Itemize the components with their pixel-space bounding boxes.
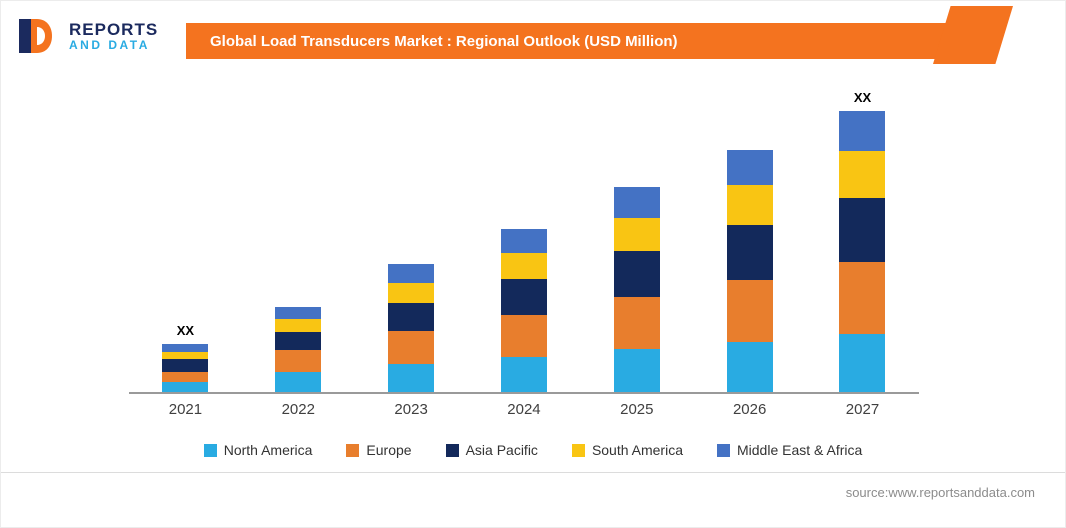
legend-label-south-america: South America [591,442,683,458]
bar-segment-north-america-2022 [275,372,322,392]
legend-swatch-north-america [203,443,217,457]
bar-value-label-2021: XX [176,323,195,338]
bar-segment-north-america-2021 [162,382,209,392]
bar-segment-europe-2025 [613,297,660,349]
legend-label-asia-pacific: Asia Pacific [465,442,538,458]
bar-segment-middle-east-africa-2025 [613,187,660,218]
x-tick-label-2025: 2025 [620,401,654,418]
x-tick-label-2023: 2023 [394,401,428,418]
legend-item-asia-pacific: Asia Pacific [445,442,538,458]
legend-label-middle-east-africa: Middle East & Africa [737,442,863,458]
bar-2024 [500,229,547,392]
source-text: source:www.reportsanddata.com [845,485,1035,500]
legend-swatch-asia-pacific [445,443,459,457]
bar-2026 [726,150,773,392]
bar-segment-asia-pacific-2027 [839,198,886,262]
reports-and-data-logo-icon [19,19,52,53]
logo-line1: REPORTS [69,19,159,39]
legend-label-north-america: North America [223,442,313,458]
bar-segment-middle-east-africa-2026 [726,150,773,185]
bar-segment-europe-2021 [162,372,209,382]
bar-segment-europe-2022 [275,350,322,372]
legend-swatch-south-america [571,443,585,457]
plot-area: XX XX [129,79,919,394]
bar-segment-north-america-2025 [613,349,660,392]
legend-item-europe: Europe [346,442,412,458]
x-tick-label-2022: 2022 [281,401,315,418]
bar-segment-asia-pacific-2026 [726,225,773,280]
legend-swatch-europe [346,443,360,457]
legend-item-middle-east-africa: Middle East & Africa [717,442,862,458]
bar-segment-south-america-2024 [500,253,547,279]
bar-segment-middle-east-africa-2022 [275,307,322,319]
bar-2023 [388,264,435,392]
legend-swatch-middle-east-africa [717,443,730,457]
bar-segment-europe-2027 [839,262,886,334]
bar-segment-asia-pacific-2023 [388,303,435,331]
bar-segment-north-america-2026 [726,342,773,392]
x-tick-label-2026: 2026 [732,401,767,418]
bar-2025 [613,187,660,392]
logo: REPORTS AND DATA [17,17,158,55]
bar-segment-middle-east-africa-2021 [162,344,209,352]
bar-segment-middle-east-africa-2023 [388,264,435,283]
legend-item-south-america: South America [571,442,683,458]
title-banner: Global Load Transducers Market : Regiona… [186,23,951,59]
bar-2027: XX [839,90,886,392]
legend-label-europe: Europe [366,442,412,458]
x-tick-label-2024: 2024 [507,401,541,418]
bar-segment-north-america-2027 [839,334,886,392]
bar-segment-asia-pacific-2021 [162,359,209,372]
bar-segment-south-america-2022 [275,319,322,332]
legend-item-north-america: North America [203,442,313,458]
bar-segment-south-america-2027 [839,151,886,198]
x-tick-label-2027: 2027 [845,401,880,418]
chart-title: Global Load Transducers Market : Regiona… [210,32,678,50]
bar-segment-south-america-2021 [162,352,209,359]
bar-segment-europe-2026 [726,280,773,342]
footer-divider [1,472,1065,473]
bar-segment-europe-2024 [500,315,547,357]
bar-2021: XX [162,323,209,392]
bar-segment-middle-east-africa-2027 [839,111,886,151]
bar-value-label-2027: XX [853,90,872,105]
x-axis-labels: 2021 2022 2023 2024 2025 2026 2027 [129,401,919,418]
bar-segment-middle-east-africa-2024 [500,229,547,253]
x-tick-label-2021: 2021 [168,401,203,418]
bar-2022 [275,307,322,392]
logo-line2: AND DATA [69,37,150,52]
bar-segment-asia-pacific-2025 [613,251,660,297]
bar-segment-south-america-2023 [388,283,435,303]
bar-segment-asia-pacific-2024 [500,279,547,315]
bar-segment-south-america-2025 [613,218,660,251]
bar-segment-asia-pacific-2022 [275,332,322,350]
logo-text: REPORTS AND DATA [69,19,159,52]
bar-segment-north-america-2024 [500,357,547,392]
banner-ribbon-end [933,6,1013,64]
legend: North America Europe Asia Pacific South Ame… [1,442,1065,458]
bar-segment-south-america-2026 [726,185,773,225]
bar-segment-north-america-2023 [388,364,435,392]
bar-segment-europe-2023 [388,331,435,364]
